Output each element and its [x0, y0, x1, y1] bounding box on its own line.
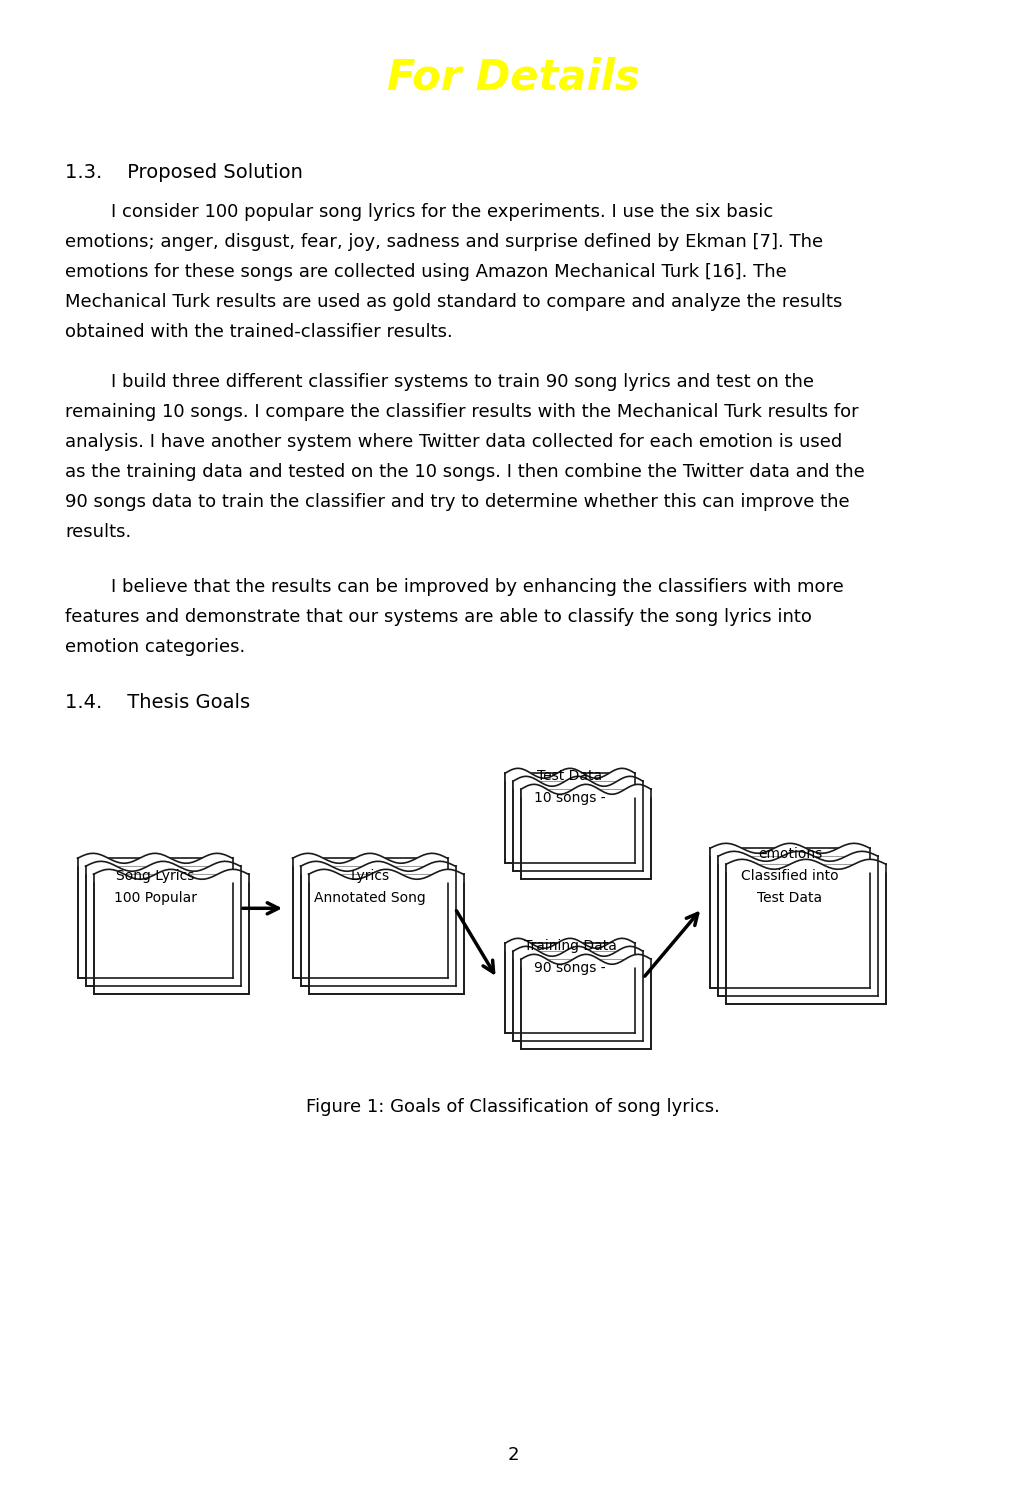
- Bar: [726, 865, 886, 1005]
- Text: I believe that the results can be improved by enhancing the classifiers with mor: I believe that the results can be improv…: [65, 579, 843, 596]
- Bar: [301, 866, 456, 987]
- Text: I consider 100 popular song lyrics for the experiments. I use the six basic: I consider 100 popular song lyrics for t…: [65, 203, 774, 221]
- Text: Mechanical Turk results are used as gold standard to compare and analyze the res: Mechanical Turk results are used as gold…: [65, 293, 842, 311]
- Text: obtained with the trained-classifier results.: obtained with the trained-classifier res…: [65, 323, 452, 341]
- Bar: [292, 859, 447, 978]
- Text: Test Data: Test Data: [757, 892, 823, 905]
- Text: 1.3.    Proposed Solution: 1.3. Proposed Solution: [65, 164, 303, 182]
- Bar: [718, 856, 878, 996]
- Text: For Details: For Details: [387, 57, 639, 99]
- Text: Song Lyrics: Song Lyrics: [116, 869, 194, 883]
- Bar: [85, 866, 240, 987]
- Text: as the training data and tested on the 10 songs. I then combine the Twitter data: as the training data and tested on the 1…: [65, 463, 865, 481]
- Text: Figure 1: Goals of Classification of song lyrics.: Figure 1: Goals of Classification of son…: [306, 1098, 720, 1116]
- Text: emotion categories.: emotion categories.: [65, 638, 245, 656]
- Text: 2: 2: [507, 1445, 519, 1463]
- Text: Classified into: Classified into: [741, 869, 839, 883]
- Bar: [93, 874, 248, 994]
- Text: analysis. I have another system where Twitter data collected for each emotion is: analysis. I have another system where Tw…: [65, 433, 842, 451]
- Text: CLICK HERE: CLICK HERE: [453, 18, 573, 36]
- Text: Lyrics: Lyrics: [351, 869, 390, 883]
- Text: Training Data: Training Data: [523, 940, 617, 954]
- Text: remaining 10 songs. I compare the classifier results with the Mechanical Turk re: remaining 10 songs. I compare the classi…: [65, 403, 859, 421]
- Text: Test Data: Test Data: [538, 769, 602, 784]
- Bar: [78, 859, 233, 978]
- Text: Annotated Song: Annotated Song: [314, 892, 426, 905]
- Text: I build three different classifier systems to train 90 song lyrics and test on t: I build three different classifier syste…: [65, 373, 814, 391]
- Text: features and demonstrate that our systems are able to classify the song lyrics i: features and demonstrate that our system…: [65, 608, 812, 626]
- Bar: [505, 943, 635, 1033]
- Bar: [710, 848, 870, 988]
- Text: emotions: emotions: [758, 847, 822, 862]
- Text: emotions for these songs are collected using Amazon Mechanical Turk [16]. The: emotions for these songs are collected u…: [65, 263, 787, 281]
- Bar: [513, 781, 643, 871]
- Text: 10 songs -: 10 songs -: [535, 791, 605, 805]
- Bar: [505, 773, 635, 863]
- Bar: [513, 952, 643, 1041]
- Bar: [309, 874, 464, 994]
- Text: emotions; anger, disgust, fear, joy, sadness and surprise defined by Ekman [7]. : emotions; anger, disgust, fear, joy, sad…: [65, 233, 823, 251]
- Text: 90 songs data to train the classifier and try to determine whether this can impr: 90 songs data to train the classifier an…: [65, 493, 850, 511]
- Text: 1.4.    Thesis Goals: 1.4. Thesis Goals: [65, 693, 250, 713]
- Text: 90 songs -: 90 songs -: [535, 961, 605, 975]
- Bar: [521, 790, 652, 880]
- Text: 100 Popular: 100 Popular: [114, 892, 197, 905]
- Text: results.: results.: [65, 523, 131, 541]
- Bar: [521, 960, 652, 1050]
